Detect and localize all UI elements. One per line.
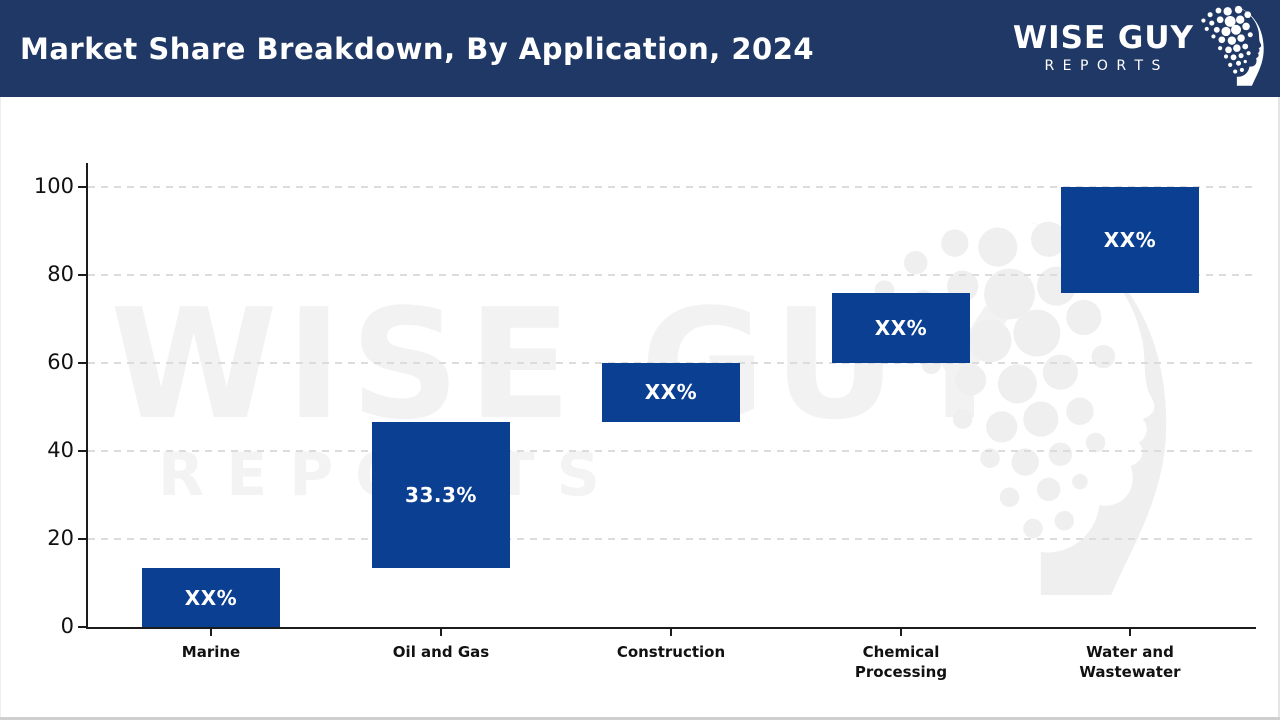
header-bar: Market Share Breakdown, By Application, … [0, 0, 1280, 97]
bar-oil-and-gas: 33.3% [372, 421, 510, 569]
page-title: Market Share Breakdown, By Application, … [20, 31, 815, 66]
gridline-100 [88, 186, 1256, 188]
y-axis-tick [78, 626, 88, 628]
category-label-construction: Construction [616, 643, 726, 661]
bar-value-label: 33.3% [405, 483, 477, 508]
x-axis-tick [1129, 629, 1131, 636]
x-axis-tick [670, 629, 672, 636]
gridline-80 [88, 274, 1256, 276]
x-axis-tick [900, 629, 902, 636]
category-label-oil-and-gas: Oil and Gas [392, 643, 490, 661]
x-axis-tick [210, 629, 212, 636]
brand-name: WISE GUY [1012, 20, 1194, 56]
y-axis-line [86, 163, 88, 629]
bar-value-label: XX% [644, 380, 698, 405]
brand-text: WISE GUY R E P O R T S [1013, 20, 1194, 74]
bar-value-label: XX% [1103, 227, 1157, 252]
y-tick-label: 20 [47, 526, 74, 550]
y-axis-tick [78, 274, 88, 276]
brand-subname: R E P O R T S [1044, 58, 1163, 74]
bar-value-label: XX% [874, 315, 928, 340]
category-label-chemical-processing: Chemical Processing [854, 643, 948, 681]
right-border [1278, 97, 1280, 717]
y-tick-label: 0 [60, 614, 74, 638]
bar-value-label: XX% [184, 585, 238, 610]
y-axis-tick [78, 362, 88, 364]
x-axis-tick [440, 629, 442, 636]
gridline-40 [88, 450, 1256, 452]
y-tick-label: 80 [47, 262, 74, 286]
gridline-20 [88, 538, 1256, 540]
y-axis-tick [78, 450, 88, 452]
bar-marine: XX% [142, 568, 280, 627]
chart-area: 0 20 40 60 80 100 XX% Marine 33.3% Oil and Gas XX%… [0, 97, 1280, 717]
bar-chemical-processing: XX% [832, 292, 970, 363]
brand-logo: WISE GUY R E P O R T S [1012, 0, 1272, 97]
y-axis-tick [78, 538, 88, 540]
y-tick-label: 100 [33, 174, 74, 198]
wiseguy-head-icon [1201, 5, 1264, 86]
bottom-border [0, 717, 1280, 720]
bar-construction: XX% [602, 363, 740, 422]
y-axis-tick [78, 186, 88, 188]
left-border [0, 97, 1, 717]
bar-water-and-wastewater: XX% [1061, 187, 1199, 293]
category-label-water-and-wastewater: Water and Wastewater [1079, 643, 1181, 681]
y-tick-label: 40 [47, 438, 74, 462]
category-label-marine: Marine [181, 643, 241, 661]
y-tick-label: 60 [47, 350, 74, 374]
x-axis-line [86, 627, 1256, 629]
